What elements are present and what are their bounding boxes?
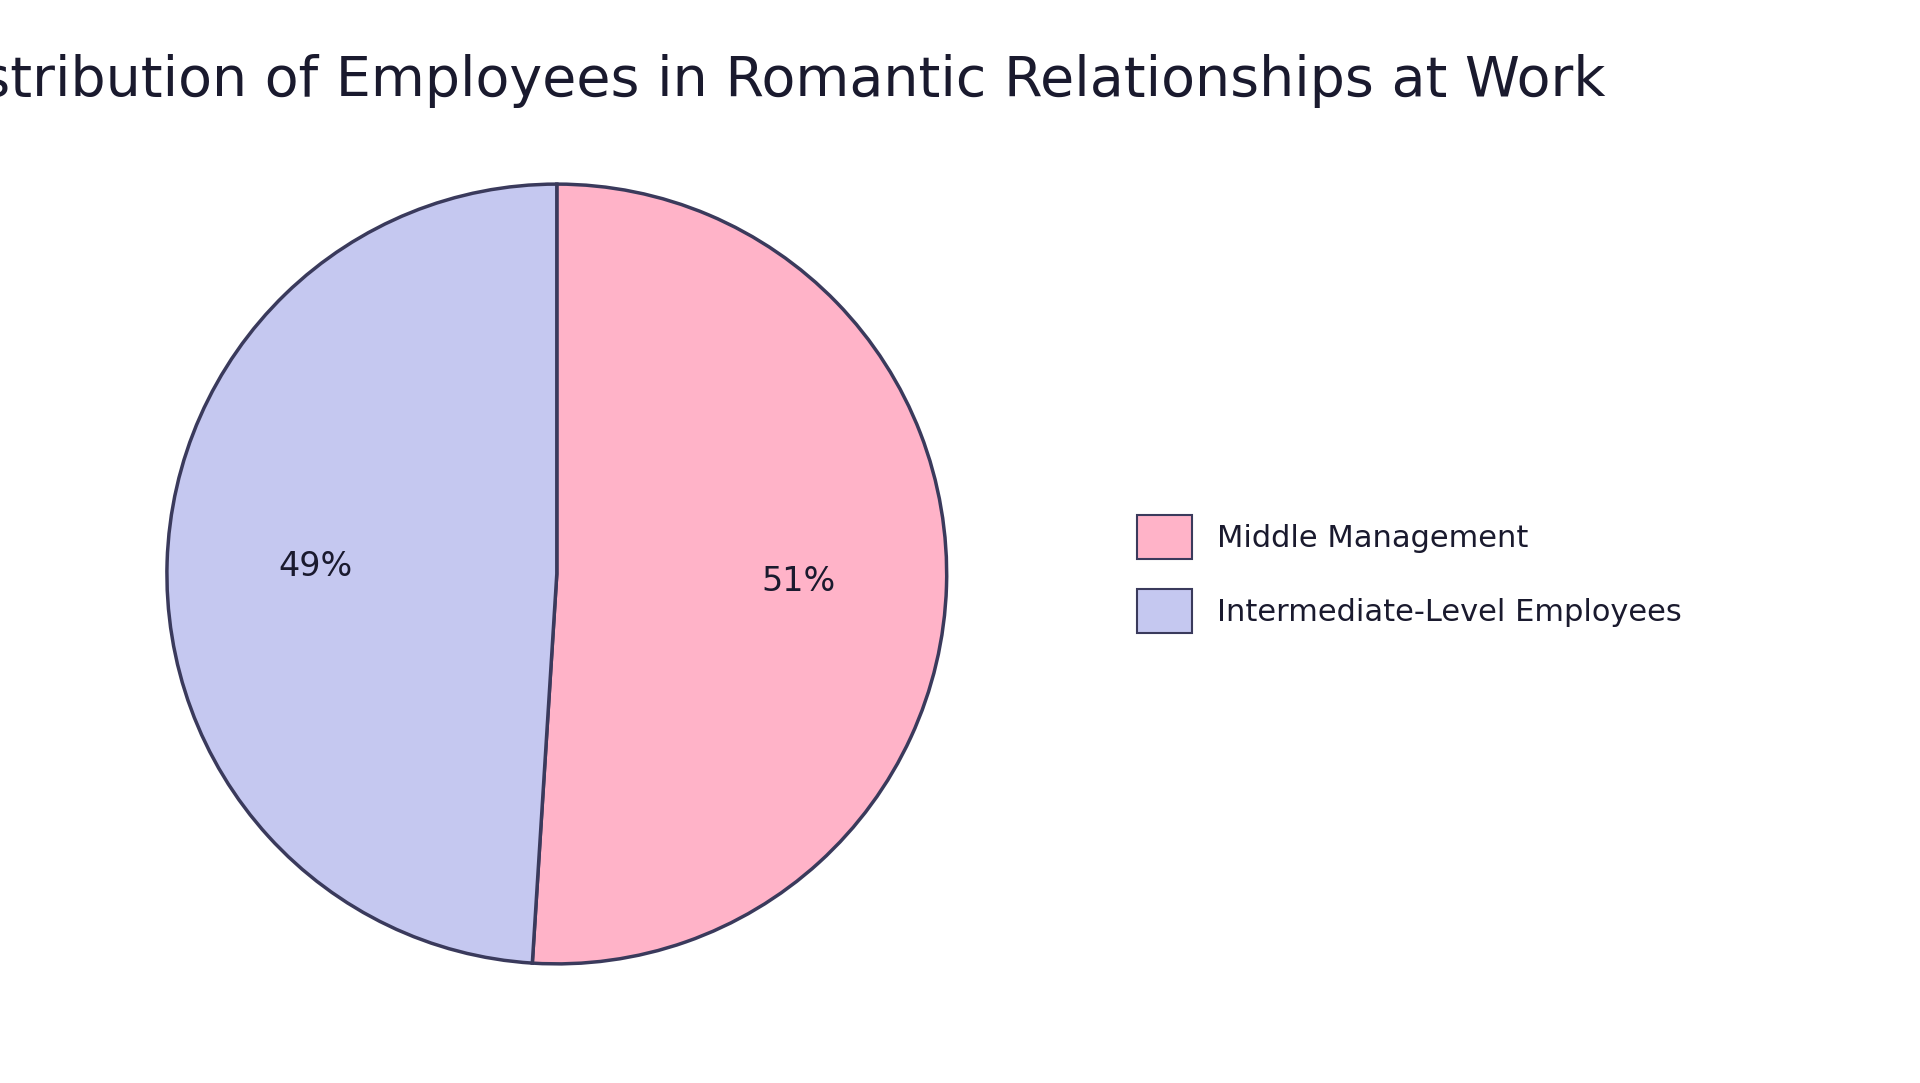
Wedge shape [167,184,557,963]
Wedge shape [532,184,947,964]
Text: 51%: 51% [762,565,835,598]
Text: Distribution of Employees in Romantic Relationships at Work: Distribution of Employees in Romantic Re… [0,54,1605,108]
Text: 49%: 49% [278,550,351,583]
Legend: Middle Management, Intermediate-Level Employees: Middle Management, Intermediate-Level Em… [1137,516,1682,632]
